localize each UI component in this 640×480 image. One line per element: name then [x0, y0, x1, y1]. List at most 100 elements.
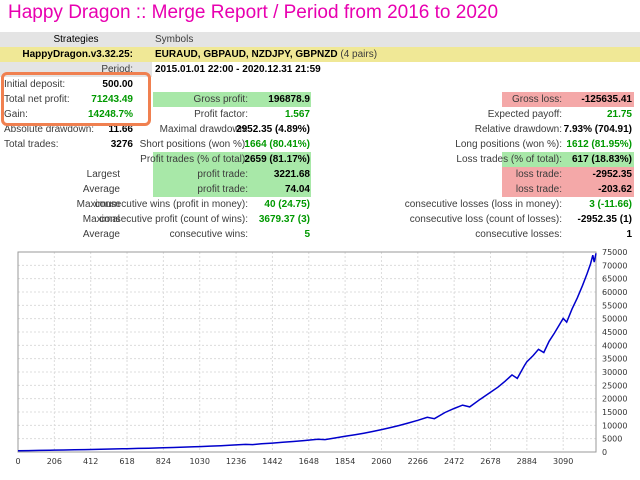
y-axis-tick-label: 25000 — [602, 381, 627, 390]
y-axis-tick-label: 65000 — [602, 275, 627, 284]
expected-payoff-value: 21.75 — [606, 109, 632, 120]
average-consecutive-label: Average — [82, 229, 120, 240]
y-axis-tick-label: 5000 — [602, 435, 622, 444]
y-axis-tick-label: 30000 — [602, 368, 627, 377]
y-axis-tick-label: 50000 — [602, 315, 627, 324]
gain-value: 14248.7% — [87, 109, 133, 120]
max-consecutive-wins-value: 40 (24.75) — [264, 199, 310, 210]
gross-profit-label: Gross profit: — [193, 94, 248, 105]
maximum-consecutive-row: Maximum consecutive wins (profit in mone… — [0, 197, 640, 212]
y-axis-tick-label: 60000 — [602, 288, 627, 297]
absolute-drawdown-value: 11.66 — [108, 124, 133, 135]
average-consecutive-row: Average consecutive wins: 5 consecutive … — [0, 227, 640, 242]
largest-loss-label: loss trade: — [515, 169, 562, 180]
total-net-profit-value: 71243.49 — [91, 94, 133, 105]
largest-loss-value: -2952.35 — [592, 169, 632, 180]
maximum-label: Maximum — [76, 199, 120, 210]
balance-chart: 0 206 412 618 824 1030 1236 1442 1648 1854 2060 226… — [15, 248, 627, 466]
drawdown-row: Absolute drawdown: 11.66 Maximal drawdow… — [0, 122, 640, 137]
symbols-value: EURAUD, GBPAUD, NZDJPY, GBPNZD (4 pairs) — [155, 47, 377, 62]
max-consecutive-losses-label: consecutive losses (loss in money): — [404, 199, 562, 210]
y-axis-tick-label: 70000 — [602, 261, 627, 270]
gross-loss-bg — [502, 92, 634, 107]
x-axis-tick-label: 1442 — [262, 457, 282, 466]
y-axis-tick-label: 15000 — [602, 408, 627, 417]
profit-factor-value: 1.567 — [284, 109, 310, 120]
y-axis-tick-label: 0 — [602, 448, 607, 457]
maximal-consecutive-loss-label: consecutive loss (count of losses): — [409, 214, 562, 225]
y-axis-tick-label: 55000 — [602, 301, 627, 310]
expected-payoff-label: Expected payoff: — [487, 109, 562, 120]
initial-deposit-row: Initial deposit: 500.00 — [0, 77, 640, 92]
loss-trades-label: Loss trades (% of total): — [456, 154, 562, 165]
balance-curve — [17, 253, 597, 452]
profit-factor-label: Profit factor: — [194, 109, 248, 120]
largest-profit-label: profit trade: — [197, 169, 248, 180]
x-axis-tick-label: 1854 — [335, 457, 355, 466]
short-positions-value: 1664 (80.41%) — [244, 139, 310, 150]
max-consecutive-losses-value: 3 (-11.66) — [589, 199, 632, 210]
gross-loss-value: -125635.41 — [581, 94, 632, 105]
x-axis-tick-label: 2678 — [480, 457, 500, 466]
symbols-header: Symbols — [155, 34, 194, 45]
x-axis-tick-label: 824 — [156, 457, 171, 466]
profit-trades-bg — [153, 152, 311, 167]
average-profit-value: 74.04 — [284, 184, 310, 195]
highlight-annotation — [1, 72, 151, 126]
largest-profit-value: 3221.68 — [273, 169, 310, 180]
average-loss-label: loss trade: — [515, 184, 562, 195]
maximal-drawdown-value: 2952.35 (4.89%) — [236, 124, 310, 135]
initial-deposit-label: Initial deposit: — [4, 79, 66, 90]
gross-profit-value: 196878.9 — [268, 94, 310, 105]
x-axis-tick-label: 618 — [119, 457, 134, 466]
y-axis-tick-label: 20000 — [602, 395, 627, 404]
loss-trades-bg — [502, 152, 634, 167]
maximal-consecutive-loss-value: -2952.35 (1) — [577, 214, 632, 225]
plot-border — [17, 251, 597, 453]
gain-row: Gain: 14248.7% Profit factor: 1.567 Expe… — [0, 107, 640, 122]
period-label: Period: — [101, 64, 133, 75]
profit-trades-value: 2659 (81.17%) — [244, 154, 310, 165]
x-axis-tick-label: 1236 — [226, 457, 246, 466]
largest-loss-bg — [502, 167, 634, 182]
average-trade-row: Average profit trade: 74.04 loss trade: … — [0, 182, 640, 197]
relative-drawdown-label: Relative drawdown: — [474, 124, 562, 135]
x-axis-tick-label: 1030 — [190, 457, 210, 466]
avg-consecutive-losses-label: consecutive losses: — [475, 229, 562, 240]
gain-label: Gain: — [4, 109, 28, 120]
avg-consecutive-losses-value: 1 — [626, 229, 632, 240]
x-axis-tick-label: 1648 — [299, 457, 319, 466]
x-axis-tick-label: 0 — [15, 457, 20, 466]
y-axis-tick-label: 10000 — [602, 421, 627, 430]
report-title: Happy Dragon :: Merge Report / Period fr… — [8, 2, 499, 23]
total-net-profit-label: Total net profit: — [4, 94, 70, 105]
profit-trades-label: Profit trades (% of total): — [140, 154, 248, 165]
loss-trades-value: 617 (18.83%) — [571, 154, 632, 165]
x-axis-tick-label: 2472 — [444, 457, 464, 466]
total-trades-label: Total trades: — [4, 139, 59, 150]
y-axis-tick-label: 45000 — [602, 328, 627, 337]
table-header-row: Strategies Symbols — [0, 32, 640, 47]
net-profit-row: Total net profit: 71243.49 Gross profit:… — [0, 92, 640, 107]
strategies-header: Strategies — [53, 34, 99, 45]
average-loss-bg — [502, 182, 634, 197]
trades-row: Total trades: 3276 Short positions (won … — [0, 137, 640, 152]
x-axis-tick-label: 3090 — [553, 457, 573, 466]
x-axis-tick-label: 2060 — [371, 457, 391, 466]
long-positions-label: Long positions (won %): — [455, 139, 562, 150]
gross-loss-label: Gross loss: — [511, 94, 562, 105]
symbols-count: (4 pairs) — [337, 49, 378, 60]
gross-profit-bg — [153, 92, 311, 107]
average-loss-value: -203.62 — [598, 184, 632, 195]
maximal-consecutive-row: Maximal consecutive profit (count of win… — [0, 212, 640, 227]
maximal-consecutive-profit-label: consecutive profit (count of wins): — [99, 214, 248, 225]
relative-drawdown-value: 7.93% (704.91) — [563, 124, 632, 135]
avg-consecutive-wins-value: 5 — [304, 229, 310, 240]
x-axis-tick-label: 2884 — [517, 457, 537, 466]
maximal-consecutive-profit-value: 3679.37 (3) — [258, 214, 310, 225]
y-axis-tick-label: 35000 — [602, 355, 627, 364]
average-profit-label: profit trade: — [197, 184, 248, 195]
largest-trade-row: Largest profit trade: 3221.68 loss trade… — [0, 167, 640, 182]
total-trades-value: 3276 — [110, 139, 133, 150]
